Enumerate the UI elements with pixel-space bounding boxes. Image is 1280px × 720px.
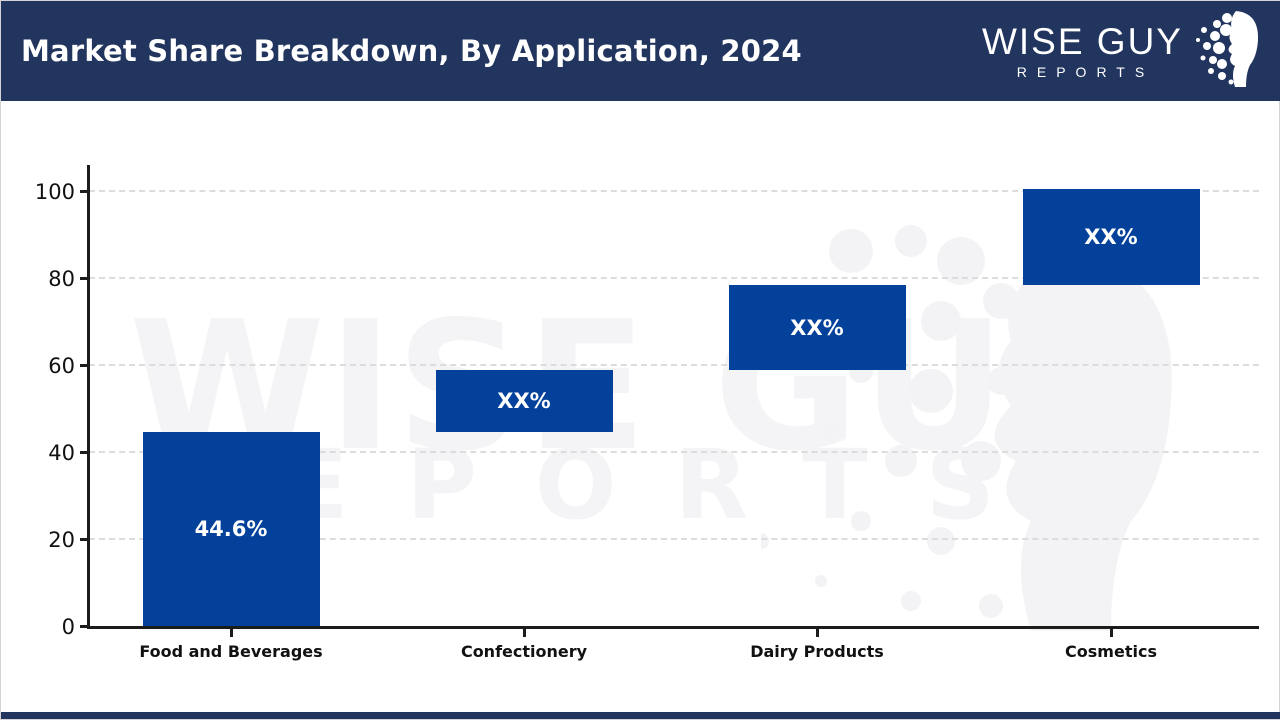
y-tick bbox=[80, 364, 89, 367]
category-label: Food and Beverages bbox=[139, 642, 323, 661]
page-title: Market Share Breakdown, By Application, … bbox=[21, 34, 802, 68]
y-tick bbox=[80, 277, 89, 280]
y-gridline bbox=[89, 451, 1259, 453]
x-axis bbox=[87, 626, 1259, 629]
bar-segment bbox=[728, 285, 906, 371]
header-bar: Market Share Breakdown, By Application, … bbox=[1, 1, 1280, 101]
bar-value-label: XX% bbox=[790, 315, 844, 340]
y-tick-label: 20 bbox=[48, 528, 75, 552]
y-gridline bbox=[89, 538, 1259, 540]
y-gridline bbox=[89, 277, 1259, 279]
logo-wordmark: WISE GUY bbox=[981, 21, 1183, 62]
bar-segment bbox=[435, 370, 613, 432]
x-tick bbox=[523, 628, 526, 637]
y-tick bbox=[80, 538, 89, 541]
bar-value-label: XX% bbox=[1084, 225, 1138, 250]
x-tick bbox=[816, 628, 819, 637]
y-axis bbox=[87, 164, 90, 628]
y-gridline bbox=[89, 190, 1259, 192]
y-gridline bbox=[89, 364, 1259, 366]
logo-face-dots-icon bbox=[1189, 8, 1263, 94]
y-tick bbox=[80, 451, 89, 454]
y-tick-label: 0 bbox=[61, 615, 75, 639]
category-label: Cosmetics bbox=[1065, 642, 1157, 661]
bar-value-label: 44.6% bbox=[194, 516, 268, 541]
y-tick-label: 100 bbox=[34, 180, 75, 204]
category-label: Confectionery bbox=[460, 642, 588, 661]
y-tick bbox=[80, 190, 89, 193]
logo-subtitle: REPORTS bbox=[1016, 64, 1155, 80]
x-tick bbox=[1110, 628, 1113, 637]
logo-text: WISE GUY REPORTS bbox=[982, 23, 1183, 79]
category-label: Dairy Products bbox=[750, 642, 884, 661]
waterfall-chart: 0 20 40 60 80 100 44.6% XX% XX% XX% Food and Bever… bbox=[1, 101, 1280, 714]
wise-guy-reports-logo: WISE GUY REPORTS bbox=[982, 8, 1263, 94]
footer-accent-bar bbox=[1, 712, 1280, 719]
bar-segment bbox=[1022, 188, 1200, 286]
x-tick bbox=[230, 628, 233, 637]
y-tick-label: 60 bbox=[48, 354, 75, 378]
y-tick-label: 40 bbox=[48, 441, 75, 465]
bar-value-label: XX% bbox=[497, 389, 551, 414]
y-tick-label: 80 bbox=[48, 267, 75, 291]
y-tick bbox=[80, 625, 89, 628]
bar-segment bbox=[142, 431, 320, 626]
